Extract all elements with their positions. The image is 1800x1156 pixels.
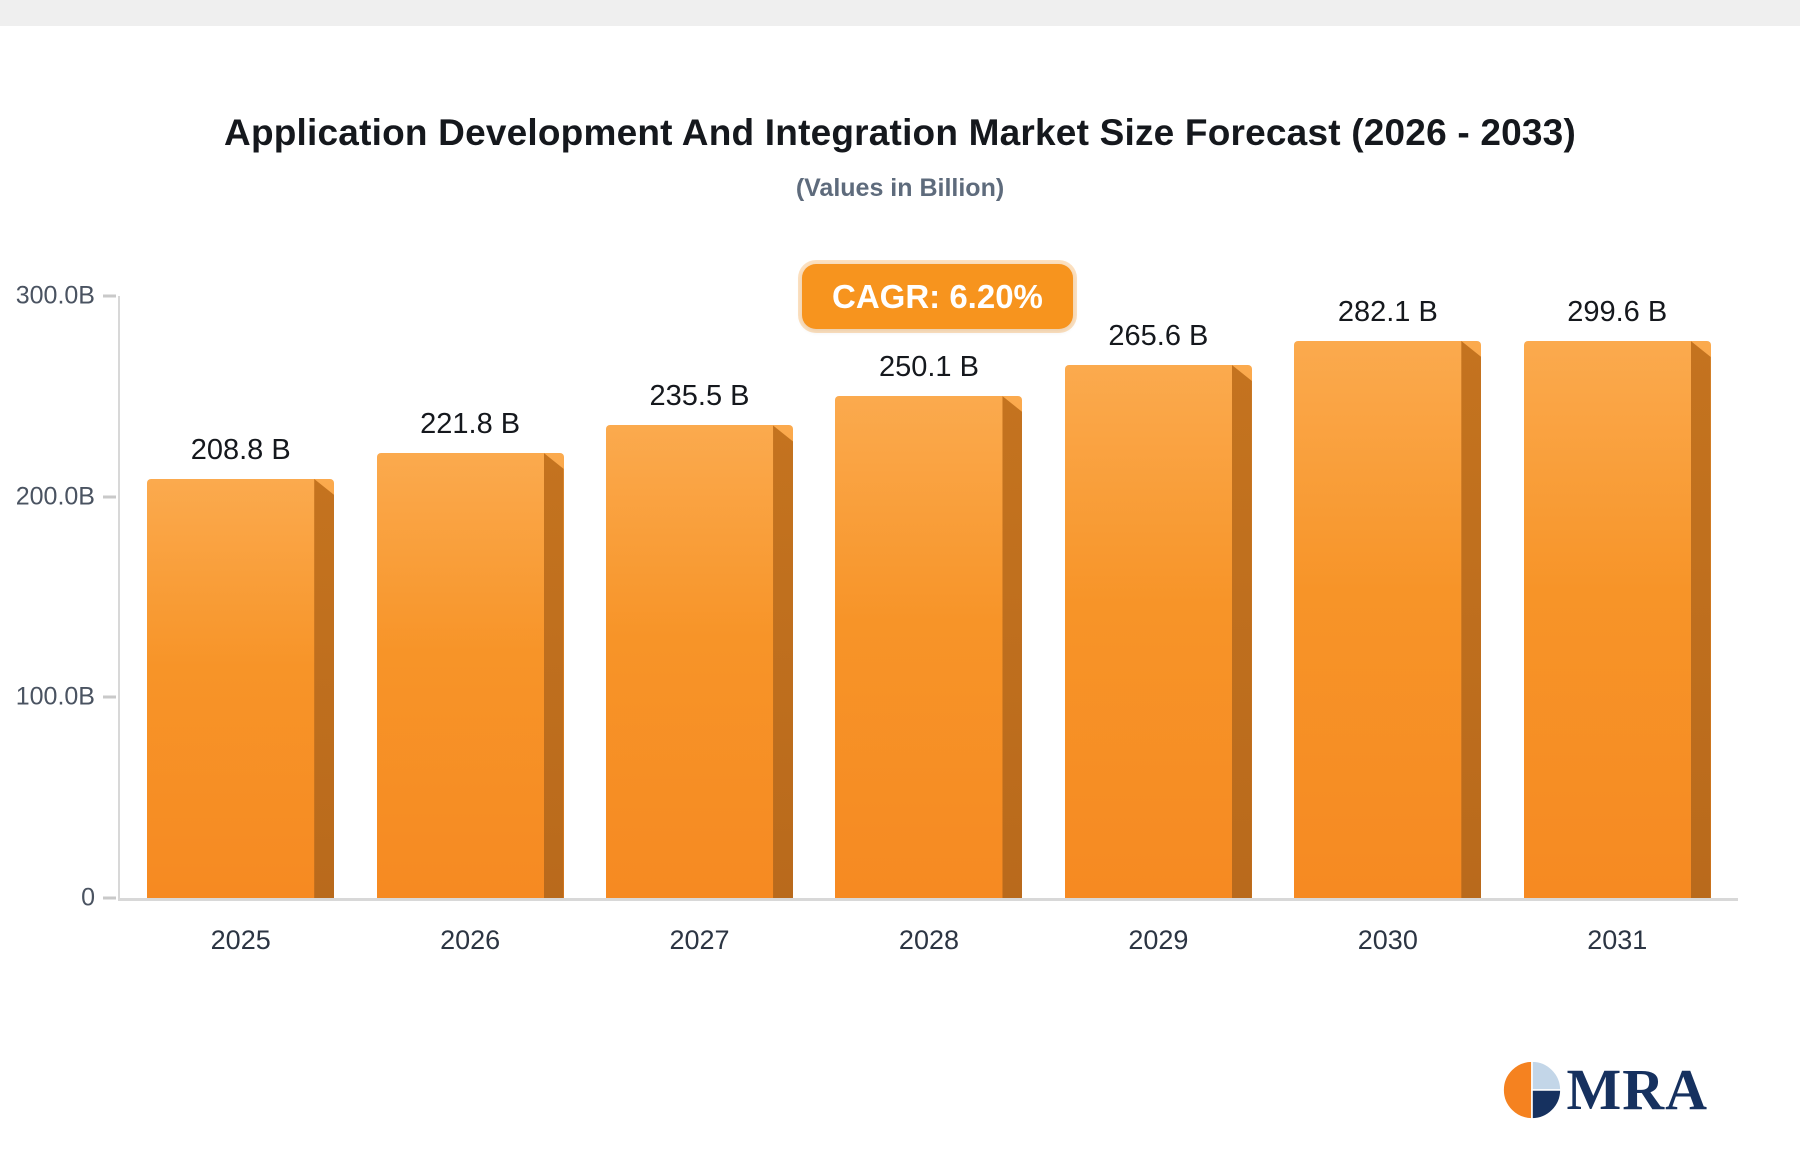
y-tick-mark [103,294,116,298]
bar-column: 299.6 B 2031 [1523,296,1711,955]
bar-2031 [1523,341,1711,898]
bar-column: 265.6 B 2029 [1064,296,1252,955]
y-tick-label: 300.0B [15,281,95,310]
top-strip [0,0,1800,26]
bar-2030 [1294,341,1482,898]
y-tick: 300.0B [16,282,120,311]
y-tick-label: 100.0B [15,682,95,711]
bar-column: 208.8 B 2025 [147,296,335,955]
x-axis-label: 2027 [669,925,730,955]
bar-2027 [606,425,794,898]
y-tick-mark [103,896,116,900]
bar-value-label: 221.8 B [420,407,521,440]
y-tick-label: 200.0B [15,482,95,511]
y-tick-label: 0 [81,883,95,912]
bar-value-label: 299.6 B [1567,296,1668,328]
x-axis-label: 2030 [1357,925,1418,955]
bars: 208.8 B 2025 221.8 B 2026 235.5 B 2027 250.1 B… [120,296,1738,955]
plot-area: 300.0B 200.0B 100.0B 0 208.8 B 2025 221.8 B 20… [16,282,1738,955]
cagr-badge: CAGR: 6.20% [802,264,1073,329]
bar-value-label: 250.1 B [878,351,979,384]
x-axis-label: 2026 [440,925,501,955]
x-axis-label: 2025 [210,925,271,955]
bar-value-label: 208.8 B [190,434,291,467]
bar-column: 235.5 B 2027 [606,296,794,955]
logo-text: MRA [1566,1057,1708,1122]
y-tick: 0 [81,884,120,913]
bar-2029 [1064,365,1252,898]
bar-value-label: 265.6 B [1108,320,1209,353]
bar-2025 [147,479,335,898]
logo: MRA [1502,1060,1708,1120]
x-axis-label: 2029 [1128,925,1189,955]
bar-2026 [376,452,564,898]
bar-2028 [835,396,1023,898]
x-axis-label: 2031 [1587,925,1648,955]
bar-column: 282.1 B 2030 [1294,296,1482,955]
bar-column: 221.8 B 2026 [376,296,564,955]
chart-subtitle: (Values in Billion) [795,174,1005,202]
y-tick: 100.0B [16,683,120,712]
y-axis-ticks: 300.0B 200.0B 100.0B 0 [16,282,1738,912]
y-tick-mark [103,695,116,699]
bar-value-label: 235.5 B [649,380,750,413]
bar-column: 250.1 B 2028 [835,296,1023,955]
chart-title: Application Development And Integration … [224,112,1576,153]
bar-value-label: 282.1 B [1337,296,1438,328]
x-axis-label: 2028 [898,925,959,955]
y-tick-mark [103,495,116,499]
y-tick: 200.0B [16,482,120,511]
logo-pie-icon [1502,1060,1563,1120]
